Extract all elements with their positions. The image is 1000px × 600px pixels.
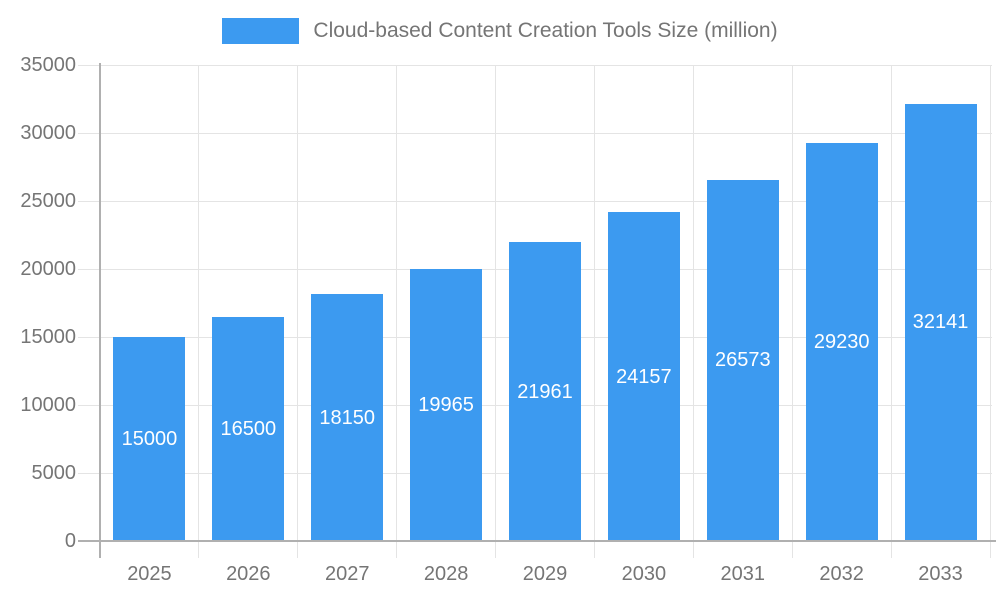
gridline-vertical bbox=[198, 65, 200, 558]
gridline-horizontal bbox=[78, 200, 992, 202]
y-tick-label: 0 bbox=[64, 530, 76, 552]
gridline-vertical bbox=[495, 65, 497, 558]
bar-value-label: 19965 bbox=[418, 394, 474, 417]
bar-2032[interactable] bbox=[805, 143, 878, 541]
bar-value-label: 24157 bbox=[616, 365, 672, 388]
y-axis-line bbox=[99, 63, 101, 558]
x-tick-label: 2028 bbox=[423, 563, 469, 585]
bar-value-label: 18150 bbox=[319, 406, 376, 429]
bar-value-label: 21961 bbox=[517, 380, 573, 403]
y-tick-label: 15000 bbox=[20, 326, 76, 348]
bar-2026[interactable] bbox=[212, 316, 285, 541]
legend-label[interactable]: Cloud-based Content Creation Tools Size … bbox=[313, 19, 778, 42]
bar-2028[interactable] bbox=[410, 269, 483, 541]
y-tick-label: 30000 bbox=[20, 122, 76, 144]
x-tick-label: 2033 bbox=[918, 563, 963, 585]
gridline-vertical bbox=[989, 65, 991, 558]
gridline-vertical bbox=[396, 65, 398, 558]
y-tick-label: 25000 bbox=[20, 190, 76, 212]
legend: Cloud-based Content Creation Tools Size … bbox=[0, 18, 1000, 44]
x-tick-label: 2026 bbox=[226, 563, 271, 585]
bar-2029[interactable] bbox=[509, 242, 581, 541]
gridline-vertical bbox=[791, 65, 793, 558]
gridline-horizontal bbox=[78, 132, 992, 134]
gridline-vertical bbox=[593, 65, 595, 558]
y-tick-label: 10000 bbox=[20, 394, 76, 416]
bar-value-label: 16500 bbox=[220, 417, 277, 440]
gridline-vertical bbox=[890, 65, 892, 558]
x-tick-label: 2025 bbox=[127, 563, 172, 585]
gridline-horizontal bbox=[78, 64, 992, 66]
x-axis-line bbox=[78, 540, 996, 542]
x-tick-label: 2031 bbox=[720, 563, 766, 585]
bar-2031[interactable] bbox=[706, 179, 779, 541]
bar-2033[interactable] bbox=[904, 103, 977, 541]
x-tick-label: 2030 bbox=[621, 563, 667, 585]
y-tick-label: 5000 bbox=[31, 462, 77, 484]
bar-value-label: 15000 bbox=[121, 428, 178, 450]
x-tick-label: 2032 bbox=[819, 563, 864, 585]
bar-2027[interactable] bbox=[311, 294, 384, 541]
bar-value-label: 26573 bbox=[714, 349, 771, 372]
bar-2025[interactable] bbox=[113, 337, 186, 541]
legend-swatch[interactable] bbox=[222, 18, 300, 44]
y-tick-label: 20000 bbox=[20, 258, 76, 280]
y-tick-label: 35000 bbox=[20, 54, 76, 76]
bar-value-label: 29230 bbox=[813, 331, 870, 354]
x-tick-label: 2027 bbox=[324, 563, 370, 585]
gridline-vertical bbox=[297, 65, 299, 558]
x-tick-label: 2029 bbox=[522, 563, 568, 585]
gridline-vertical bbox=[692, 65, 694, 558]
bar-value-label: 32141 bbox=[912, 311, 969, 334]
bar-2030[interactable] bbox=[607, 212, 680, 541]
